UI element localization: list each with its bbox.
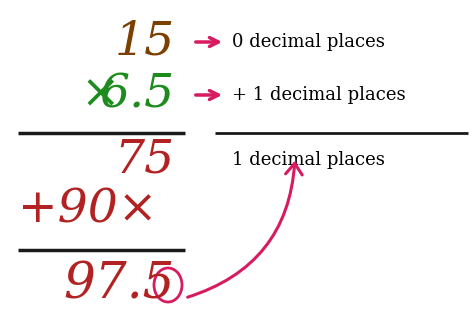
FancyArrowPatch shape xyxy=(188,163,302,297)
Text: 15: 15 xyxy=(115,19,175,65)
Text: 0 decimal places: 0 decimal places xyxy=(232,33,385,51)
Text: 75: 75 xyxy=(115,137,175,183)
Text: + 1 decimal places: + 1 decimal places xyxy=(232,86,406,104)
Text: 6.5: 6.5 xyxy=(100,72,175,118)
Text: 1 decimal places: 1 decimal places xyxy=(232,151,385,169)
Text: ×: × xyxy=(80,72,119,118)
Text: 97.5: 97.5 xyxy=(64,260,175,310)
Text: +90×: +90× xyxy=(18,187,157,233)
